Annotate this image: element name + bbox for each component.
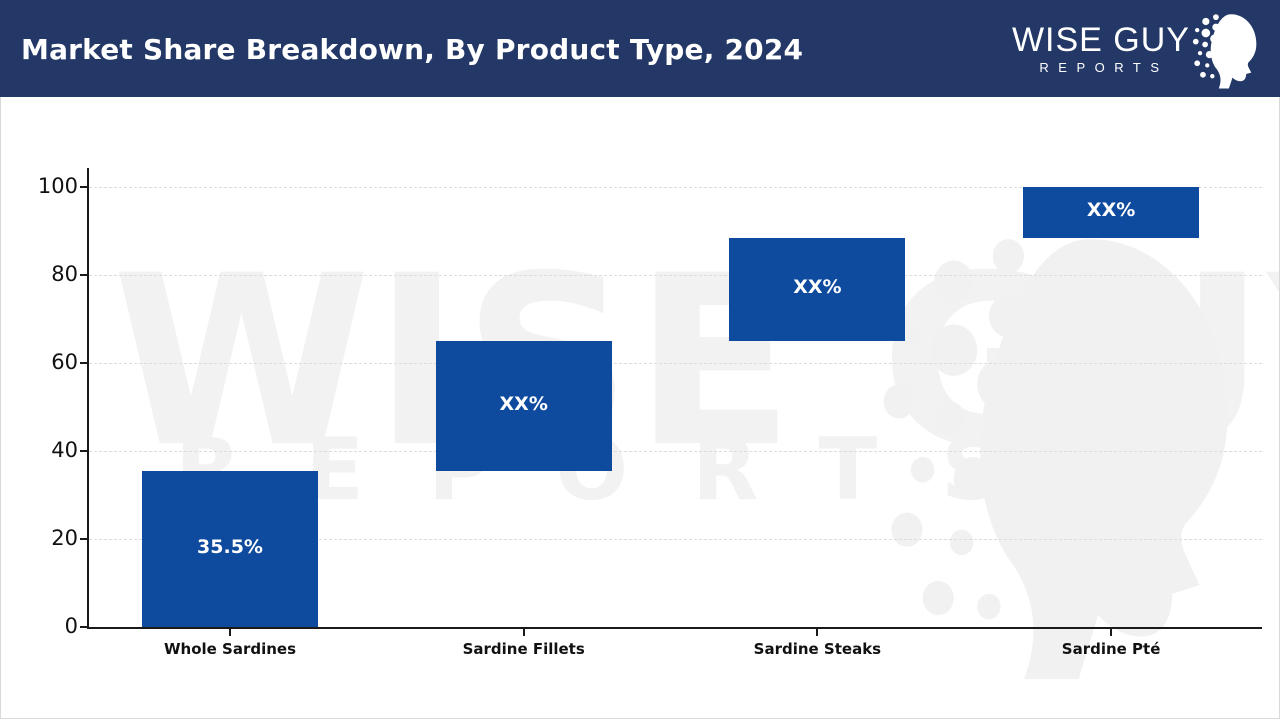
y-tick-mark-100 <box>80 186 87 188</box>
x-axis-line <box>87 627 1262 629</box>
y-tick-label-40: 40 <box>51 438 78 462</box>
gridline-40 <box>89 451 1262 452</box>
x-tick-mark <box>522 629 525 636</box>
bar-value-label: XX% <box>1086 199 1136 222</box>
bar-value-label: 35.5% <box>197 535 263 558</box>
y-axis-line <box>87 168 89 629</box>
logo-text: WISE GUY REPORTS <box>1012 22 1190 75</box>
header-bar: Market Share Breakdown, By Product Type,… <box>0 0 1280 97</box>
watermark-head-icon <box>883 239 1228 680</box>
x-tick-mark <box>1110 629 1113 636</box>
y-tick-mark-80 <box>80 274 87 276</box>
y-tick-mark-40 <box>80 450 87 452</box>
page-title: Market Share Breakdown, By Product Type,… <box>21 33 804 66</box>
x-tick-mark <box>229 629 231 636</box>
wise-guy-logo: WISE GUY REPORTS <box>1012 8 1262 92</box>
wiseguy-head-icon <box>1192 14 1257 89</box>
bar-value-label: XX% <box>499 392 548 415</box>
x-tick-mark <box>816 629 819 636</box>
logo-subtitle: REPORTS <box>1039 60 1169 75</box>
gridline-100 <box>89 187 1262 188</box>
bar-sardine-pté <box>1023 187 1200 238</box>
y-tick-label-80: 80 <box>51 262 78 286</box>
logo-wordmark: WISE GUY <box>1011 21 1190 59</box>
x-category-label: Whole Sardines <box>163 640 297 658</box>
bar-sardine-fillets <box>435 341 612 471</box>
bar-whole-sardines <box>142 470 318 627</box>
y-tick-mark-0 <box>80 626 87 628</box>
y-tick-label-20: 20 <box>51 526 78 550</box>
x-category-label: Sardine Fillets <box>462 640 585 658</box>
gridline-80 <box>89 275 1262 276</box>
x-category-label: Sardine Pté <box>1061 640 1161 658</box>
bar-value-label: XX% <box>793 276 842 299</box>
y-tick-label-0: 0 <box>64 614 78 638</box>
y-tick-label-100: 100 <box>37 174 78 198</box>
y-tick-mark-20 <box>80 538 87 540</box>
y-tick-label-60: 60 <box>51 350 78 374</box>
gridline-20 <box>89 539 1262 540</box>
gridline-60 <box>89 363 1262 364</box>
bar-sardine-steaks <box>729 237 906 341</box>
x-category-label: Sardine Steaks <box>753 640 882 658</box>
y-tick-mark-60 <box>80 362 87 364</box>
